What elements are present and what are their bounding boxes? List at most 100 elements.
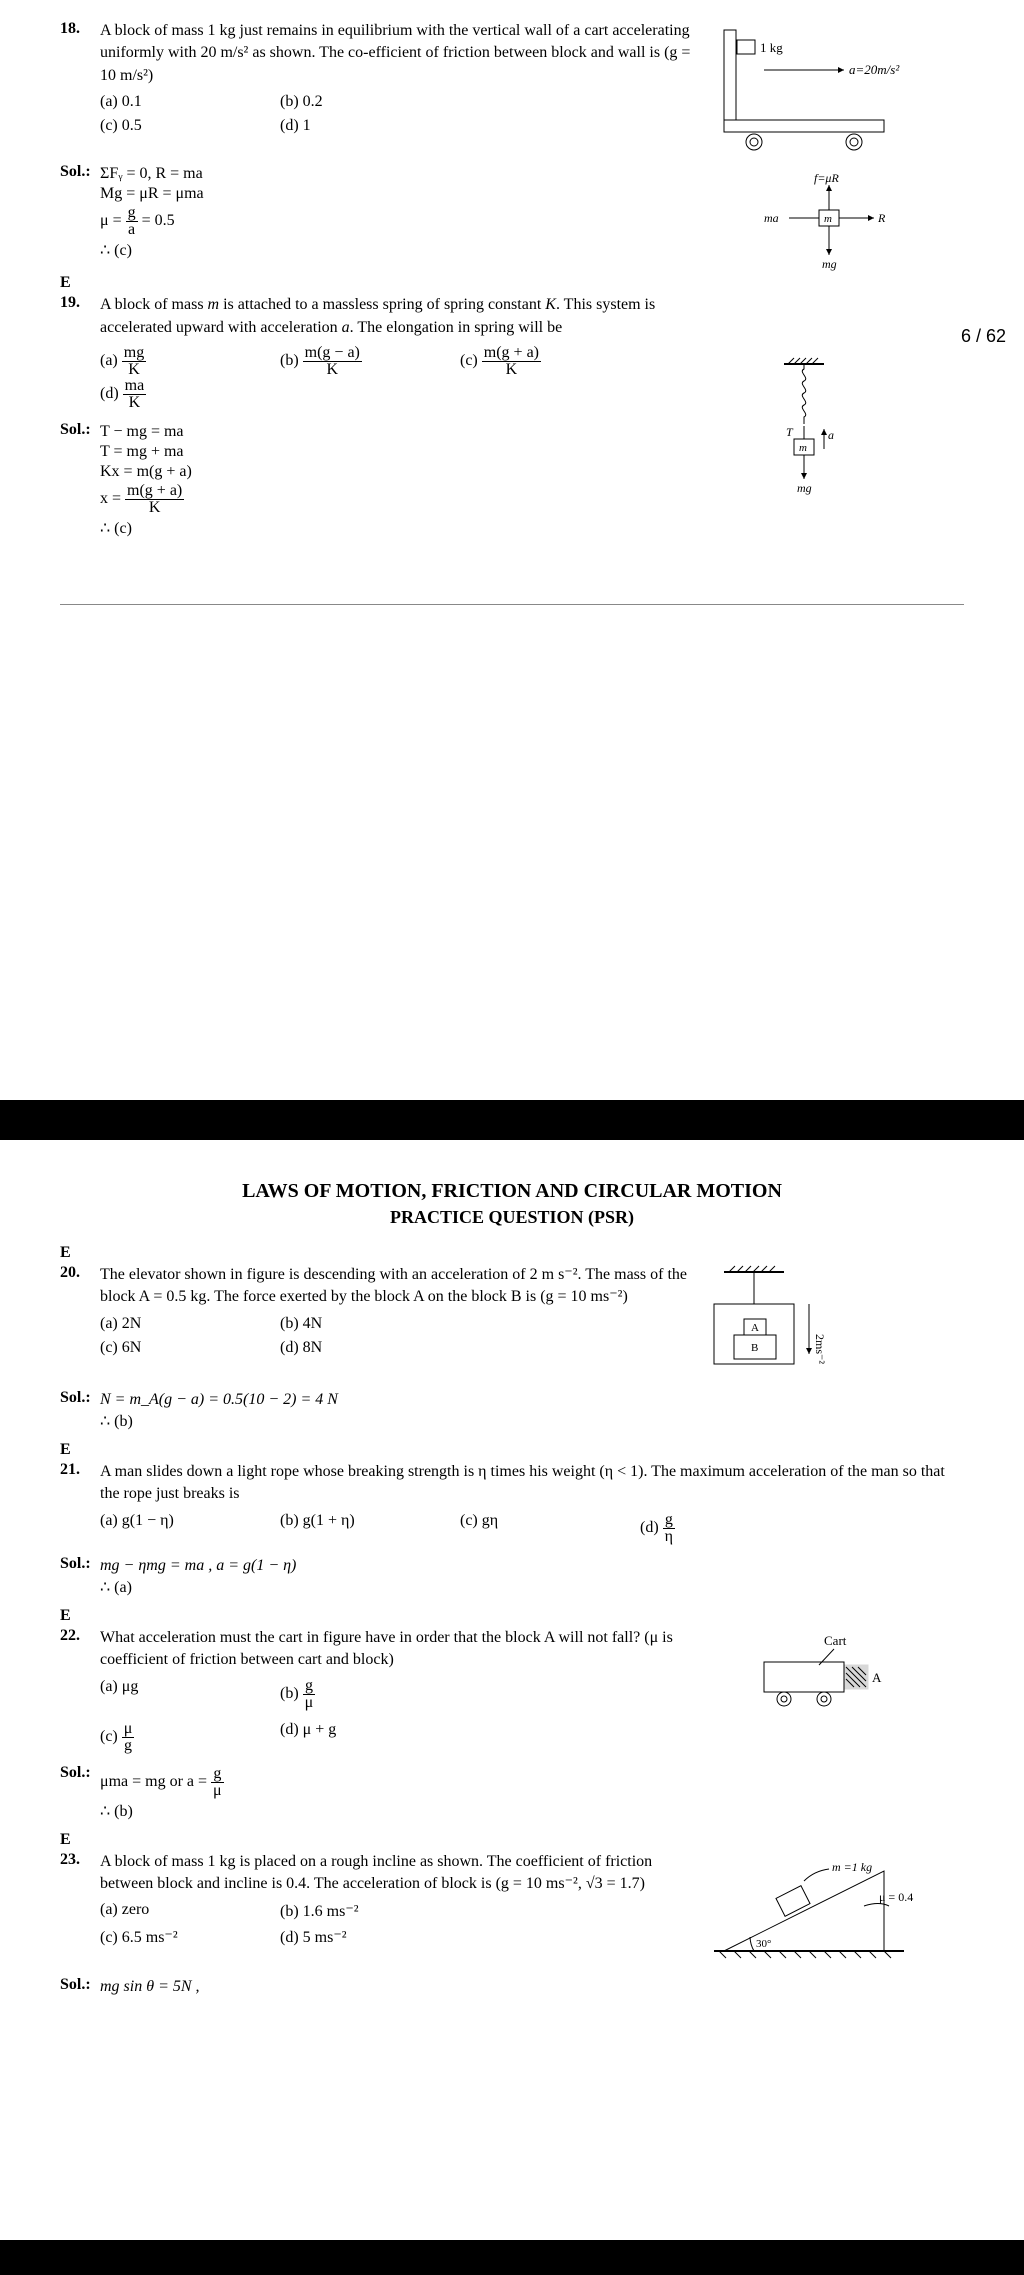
- divider-line: [60, 604, 964, 605]
- q19-text: A block of mass m is attached to a massl…: [100, 294, 704, 339]
- question-19: 19. A block of mass m is attached to a m…: [60, 294, 964, 544]
- q18-sol-l3: μ = ga = 0.5: [100, 205, 704, 238]
- q23-figure: m =1 kg μ = 0.4 30°: [704, 1851, 924, 1971]
- question-22: 22. What acceleration must the cart in f…: [60, 1627, 964, 1764]
- svg-text:1 kg: 1 kg: [760, 40, 783, 55]
- q19-opt-c: (c) m(g + a)K: [460, 345, 600, 378]
- q23-text: A block of mass 1 kg is placed on a roug…: [100, 1851, 704, 1896]
- q18-sol-l2: Mg = μR = μma: [100, 185, 704, 203]
- svg-text:30°: 30°: [756, 1938, 771, 1950]
- q18-opt-d: (d) 1: [280, 117, 420, 135]
- q18-figure-cart: 1 kg a=20m/s²: [704, 20, 924, 170]
- q19-num: 19.: [60, 294, 100, 417]
- q23-opt-d: (d) 5 ms⁻²: [280, 1927, 420, 1947]
- q18-sol-ans: ∴ (c): [100, 240, 704, 260]
- page-1: 18. A block of mass 1 kg just remains in…: [0, 0, 1024, 1100]
- sol-label: Sol.:: [60, 1976, 100, 1998]
- page-2: LAWS OF MOTION, FRICTION AND CIRCULAR MO…: [0, 1140, 1024, 2240]
- section-subtitle: PRACTICE QUESTION (PSR): [60, 1207, 964, 1228]
- q22-sol-ans: ∴ (b): [100, 1801, 964, 1821]
- svg-text:2ms⁻²: 2ms⁻²: [813, 1334, 827, 1364]
- q18-text: A block of mass 1 kg just remains in equ…: [100, 20, 704, 87]
- q20-sol-ans: ∴ (b): [100, 1411, 964, 1431]
- q23-opt-c: (c) 6.5 ms⁻²: [100, 1927, 240, 1947]
- q21-text: A man slides down a light rope whose bre…: [100, 1461, 964, 1506]
- q19-opt-d: (d) maK: [100, 378, 240, 411]
- q23-solution: mg sin θ = 5N ,: [100, 1976, 964, 1998]
- q19-sol-l2: T = mg + ma: [100, 443, 704, 461]
- question-23: 23. A block of mass 1 kg is placed on a …: [60, 1851, 964, 1976]
- q19-solution: T − mg = ma T = mg + ma Kx = m(g + a) x …: [100, 421, 704, 540]
- q22-opt-b: (b) gμ: [280, 1678, 420, 1711]
- q20-figure: A B 2ms⁻²: [704, 1264, 864, 1384]
- svg-text:R: R: [877, 211, 886, 225]
- q22-text: What acceleration must the cart in figur…: [100, 1627, 704, 1672]
- e-marker: E: [60, 1244, 964, 1262]
- svg-text:μ = 0.4: μ = 0.4: [879, 1890, 913, 1904]
- q23-opt-b: (b) 1.6 ms⁻²: [280, 1901, 420, 1921]
- q20-opt-b: (b) 4N: [280, 1315, 420, 1333]
- q19-sol-l1: T − mg = ma: [100, 423, 704, 441]
- q22-opt-c: (c) μg: [100, 1721, 240, 1754]
- q18-opt-b: (b) 0.2: [280, 93, 420, 111]
- q21-opt-a: (a) g(1 − η): [100, 1512, 240, 1545]
- svg-text:mg: mg: [797, 481, 812, 495]
- svg-text:Cart: Cart: [824, 1633, 847, 1648]
- q20-text: The elevator shown in figure is descendi…: [100, 1264, 704, 1309]
- svg-text:A: A: [751, 1322, 759, 1334]
- svg-text:a=20m/s²: a=20m/s²: [849, 62, 900, 77]
- q20-opt-c: (c) 6N: [100, 1339, 240, 1357]
- q18-sol-l1: ΣFᵧ = 0, R = ma: [100, 165, 704, 183]
- svg-text:ma: ma: [764, 211, 779, 225]
- sol-label: Sol.:: [60, 1555, 100, 1599]
- q18-solution: ΣFᵧ = 0, R = ma Mg = μR = μma μ = ga = 0…: [100, 163, 704, 262]
- sol-label: Sol.:: [60, 163, 100, 262]
- page-counter: 6 / 62: [943, 320, 1024, 353]
- q22-opt-d: (d) μ + g: [280, 1721, 420, 1754]
- q22-figure: Cart A: [704, 1627, 904, 1727]
- svg-text:B: B: [751, 1342, 758, 1354]
- q18-opt-a: (a) 0.1: [100, 93, 240, 111]
- svg-text:f=μR: f=μR: [814, 171, 839, 185]
- q19-sol-l4: x = m(g + a)K: [100, 483, 704, 516]
- q23-opt-a: (a) zero: [100, 1901, 240, 1921]
- e-marker: E: [60, 1607, 964, 1625]
- q18-opt-c: (c) 0.5: [100, 117, 240, 135]
- q19-opt-b: (b) m(g − a)K: [280, 345, 420, 378]
- q23-num: 23.: [60, 1851, 100, 1954]
- q21-opt-c: (c) gη: [460, 1512, 600, 1545]
- question-21: 21. A man slides down a light rope whose…: [60, 1461, 964, 1551]
- svg-text:mg: mg: [822, 257, 837, 271]
- svg-text:m =1 kg: m =1 kg: [832, 1860, 872, 1874]
- q18-figure-fbd: m f=μR R ma mg: [744, 170, 924, 290]
- q22-num: 22.: [60, 1627, 100, 1760]
- q20-opt-a: (a) 2N: [100, 1315, 240, 1333]
- svg-text:m: m: [799, 442, 807, 454]
- q21-sol-ans: ∴ (a): [100, 1577, 964, 1597]
- sol-label: Sol.:: [60, 421, 100, 540]
- q20-num: 20.: [60, 1264, 100, 1363]
- e-marker: E: [60, 1831, 964, 1849]
- question-20: 20. The elevator shown in figure is desc…: [60, 1264, 964, 1389]
- question-18: 18. A block of mass 1 kg just remains in…: [60, 20, 964, 266]
- svg-text:a: a: [828, 428, 834, 442]
- q20-sol: N = m_A(g − a) = 0.5(10 − 2) = 4 N: [100, 1391, 338, 1408]
- sol-label: Sol.:: [60, 1764, 100, 1823]
- svg-text:A: A: [872, 1670, 882, 1685]
- svg-text:T: T: [786, 425, 794, 439]
- q19-sol-l3: Kx = m(g + a): [100, 463, 704, 481]
- q21-opt-b: (b) g(1 + η): [280, 1512, 420, 1545]
- q22-sol: μma = mg or a = gμ: [100, 1766, 964, 1799]
- q21-sol: mg − ηmg = ma , a = g(1 − η): [100, 1557, 296, 1574]
- q21-num: 21.: [60, 1461, 100, 1551]
- q21-opt-d: (d) gη: [640, 1512, 780, 1545]
- q20-solution: N = m_A(g − a) = 0.5(10 − 2) = 4 N ∴ (b): [100, 1389, 964, 1433]
- q20-opt-d: (d) 8N: [280, 1339, 420, 1357]
- section-title: LAWS OF MOTION, FRICTION AND CIRCULAR MO…: [60, 1180, 964, 1203]
- e-marker: E: [60, 1441, 964, 1459]
- q23-sol: mg sin θ = 5N ,: [100, 1978, 200, 1995]
- svg-text:m: m: [824, 213, 832, 225]
- sol-label: Sol.:: [60, 1389, 100, 1433]
- q22-solution: μma = mg or a = gμ ∴ (b): [100, 1764, 964, 1823]
- q21-solution: mg − ηmg = ma , a = g(1 − η) ∴ (a): [100, 1555, 964, 1599]
